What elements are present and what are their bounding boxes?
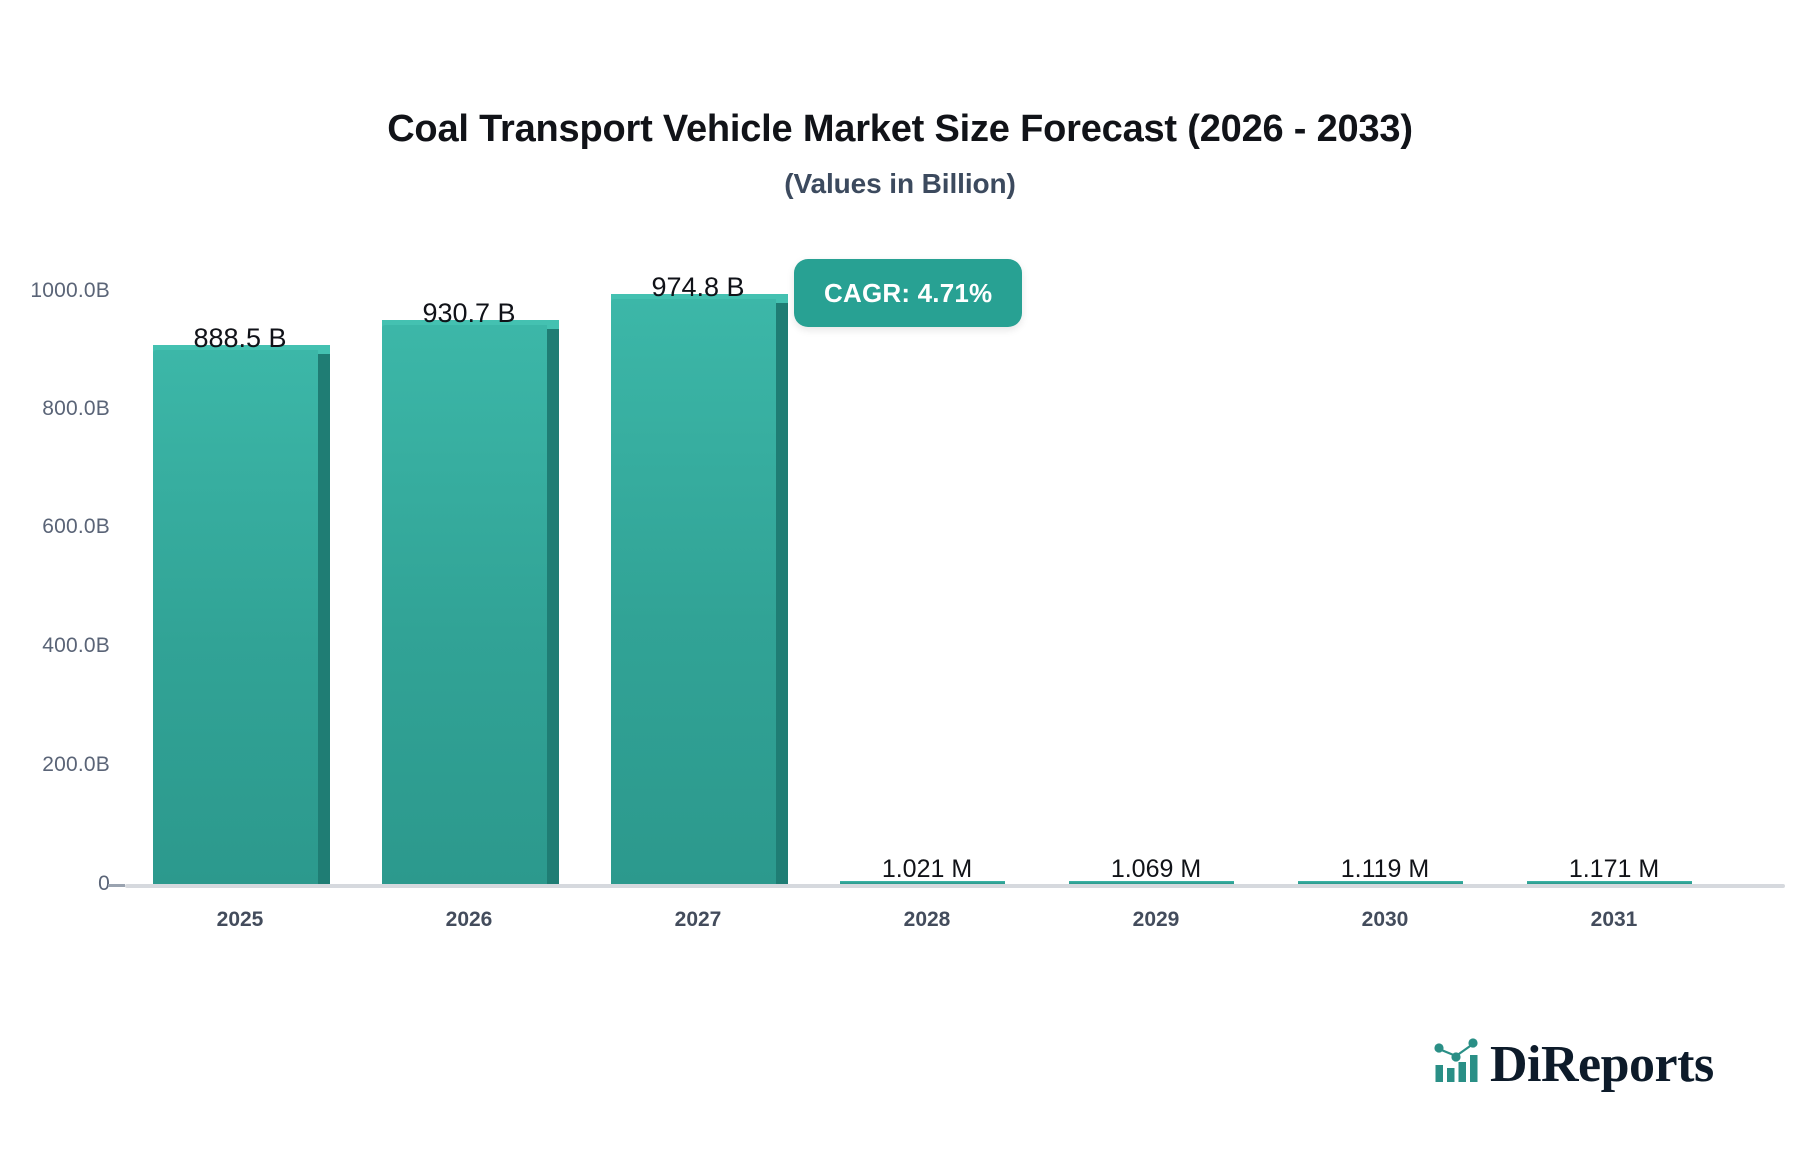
y-tick-label: 800.0B <box>42 397 110 420</box>
y-tick-label: 600.0B <box>42 515 110 538</box>
bar-value-label: 1.021 M <box>881 855 973 883</box>
bar-value-label: 1.069 M <box>1110 855 1202 883</box>
y-tick-label: 1000.0B <box>30 279 110 302</box>
bar-value-label: 930.7 B <box>422 298 516 328</box>
bar-2028[interactable] <box>840 881 1005 884</box>
bar-side-face <box>318 354 330 884</box>
x-tick-2030: 2030 <box>1361 908 1409 931</box>
bar-top-face <box>153 345 330 354</box>
y-tick-label: 0 <box>98 872 110 895</box>
y-tick-label: 200.0B <box>42 753 110 776</box>
bar-top-face <box>382 320 559 329</box>
x-tick-2025: 2025 <box>216 908 264 931</box>
bar-top-face <box>611 294 788 303</box>
x-tick-2029: 2029 <box>1132 908 1180 931</box>
bar-2031[interactable] <box>1527 881 1692 884</box>
x-tick-2031: 2031 <box>1590 908 1638 931</box>
bar-chart-icon <box>1432 1032 1484 1089</box>
bar-side-face <box>547 329 559 884</box>
y-axis: 1000.0B 800.0B 600.0B 400.0B 200.0B 0 <box>0 0 110 1156</box>
y-tick-label: 400.0B <box>42 634 110 657</box>
direports-logo: DiReports <box>1432 1032 1714 1093</box>
bar-value-label: 974.8 B <box>651 272 745 302</box>
logo-wordmark: DiReports <box>1490 1035 1714 1093</box>
bar-value-label: 888.5 B <box>193 323 287 353</box>
bar-2026[interactable] <box>382 325 547 884</box>
bar-side-face <box>776 303 788 884</box>
x-axis-baseline <box>125 884 1785 888</box>
bar-value-label: 1.119 M <box>1340 855 1430 883</box>
bar-2030[interactable] <box>1298 881 1463 884</box>
zero-tick-mark <box>108 884 125 887</box>
chart-subtitle: (Values in Billion) <box>784 168 1016 199</box>
bar-value-label: 1.171 M <box>1568 855 1660 883</box>
bar-2025[interactable] <box>153 350 318 884</box>
x-tick-2026: 2026 <box>445 908 493 931</box>
x-tick-2028: 2028 <box>903 908 951 931</box>
cagr-badge: CAGR: 4.71% <box>794 259 1023 327</box>
x-tick-2027: 2027 <box>674 908 722 931</box>
bar-2029[interactable] <box>1069 881 1234 884</box>
bar-2027[interactable] <box>611 299 776 884</box>
chart-title: Coal Transport Vehicle Market Size Forec… <box>387 108 1413 150</box>
